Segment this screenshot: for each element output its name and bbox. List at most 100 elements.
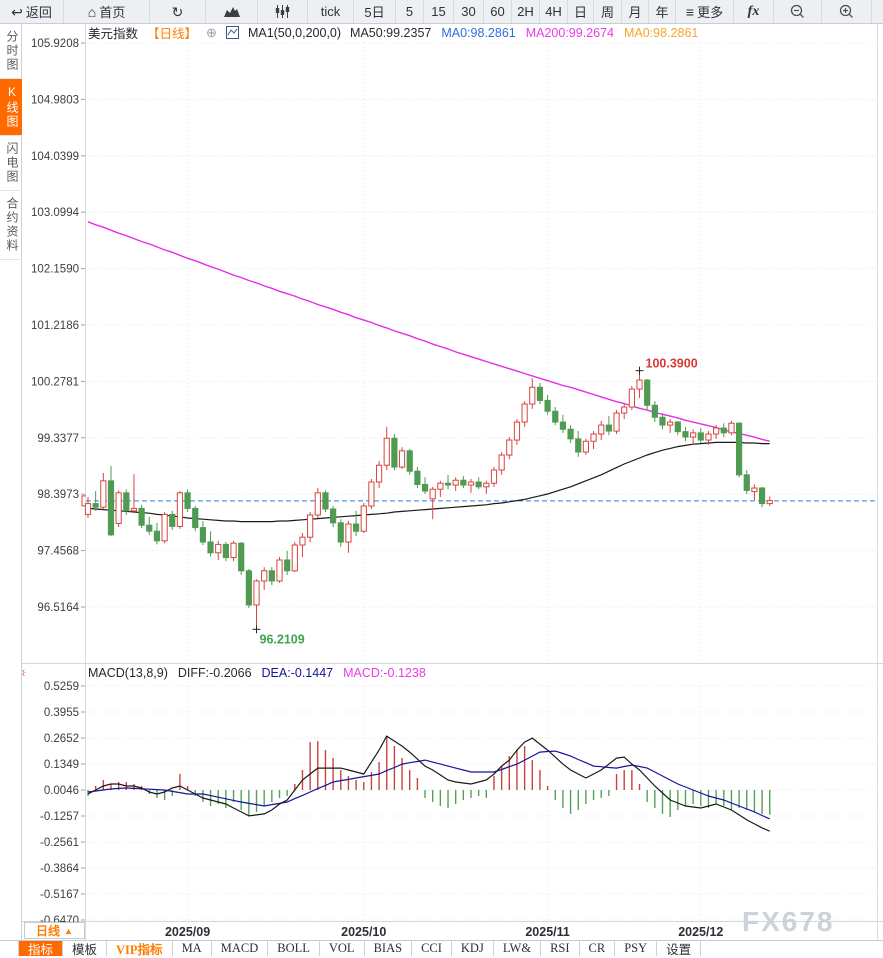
indicator-tab-vip-indicators[interactable]: VIP指标 bbox=[107, 941, 173, 957]
diff-value: DIFF:-0.2066 bbox=[177, 666, 252, 680]
candle-chart-icon bbox=[275, 5, 289, 18]
toolbar-item-h4[interactable]: 4H bbox=[540, 0, 568, 23]
indicator-tab-kdj[interactable]: KDJ bbox=[452, 941, 494, 956]
toolbar-item-label: 更多 bbox=[697, 5, 724, 20]
svg-text:102.1590: 102.1590 bbox=[31, 264, 79, 276]
gridlines bbox=[22, 24, 883, 940]
indicator-tab-cci[interactable]: CCI bbox=[412, 941, 452, 956]
indicator-tab-lw[interactable]: LW& bbox=[494, 941, 542, 956]
toolbar-item-refresh[interactable]: ↻ bbox=[150, 0, 206, 23]
ma-settings-label: MA1(50,0,200,0) bbox=[247, 25, 342, 40]
svg-text:96.2109: 96.2109 bbox=[260, 632, 305, 646]
main-chart-header: 美元指数 【日线】 ⊕ MA1(50,0,200,0) MA50:99.2357… bbox=[88, 24, 698, 42]
indicator-tab-ma[interactable]: MA bbox=[173, 941, 212, 956]
toolbar-item-back[interactable]: ↩ 返回 bbox=[0, 0, 64, 23]
toolbar-item-year[interactable]: 年 bbox=[649, 0, 676, 23]
toolbar-item-m15[interactable]: 15 bbox=[424, 0, 454, 23]
sidebar-tab-kline-chart[interactable]: K线图 bbox=[0, 79, 22, 136]
toolbar-item-h2[interactable]: 2H bbox=[512, 0, 540, 23]
candle-style-icon bbox=[225, 26, 239, 39]
back-icon: ↩ bbox=[11, 3, 23, 20]
svg-text:100.3900: 100.3900 bbox=[646, 357, 698, 371]
toolbar-item-label: 周 bbox=[600, 5, 614, 20]
svg-text:2025/12: 2025/12 bbox=[678, 925, 723, 939]
toolbar-item-zoom-in[interactable] bbox=[822, 0, 872, 23]
ma0-orange-value: MA0:98.2861 bbox=[623, 25, 699, 40]
toolbar-item-5d[interactable]: 5日 bbox=[354, 0, 396, 23]
toolbar-item-label: 日 bbox=[573, 5, 587, 20]
indicator-tab-bias[interactable]: BIAS bbox=[365, 941, 413, 956]
toolbar-item-home[interactable]: ⌂ 首页 bbox=[64, 0, 150, 23]
toolbar-item-area-chart[interactable] bbox=[206, 0, 258, 23]
period-selector[interactable]: 日线 ▲ bbox=[24, 922, 85, 939]
indicator-tab-cr[interactable]: CR bbox=[580, 941, 616, 956]
svg-text:98.3973: 98.3973 bbox=[37, 489, 79, 501]
toolbar-item-more[interactable]: ≡ 更多 bbox=[676, 0, 734, 23]
diff-line bbox=[87, 735, 770, 832]
toolbar-item-label: 4H bbox=[545, 4, 562, 19]
indicator-tab-psy[interactable]: PSY bbox=[615, 941, 658, 956]
toolbar-item-label: 首页 bbox=[99, 5, 126, 20]
svg-text:100.2781: 100.2781 bbox=[31, 376, 79, 388]
symbol-name: 美元指数 bbox=[88, 27, 139, 41]
toolbar-item-m5[interactable]: 5 bbox=[396, 0, 424, 23]
toolbar-item-label: fx bbox=[747, 3, 760, 19]
ma50-value: MA50:99.2357 bbox=[350, 25, 432, 40]
indicator-tab-indicators[interactable]: 指标 bbox=[18, 941, 64, 957]
indicator-tab-rsi[interactable]: RSI bbox=[541, 941, 580, 956]
indicator-tab-boll[interactable]: BOLL bbox=[268, 941, 320, 956]
sidebar-tab-time-chart[interactable]: 分时图 bbox=[0, 24, 22, 79]
fx678-watermark: FX678 bbox=[742, 906, 835, 937]
indicator-tab-macd[interactable]: MACD bbox=[212, 941, 269, 956]
toolbar-item-fx[interactable]: fx bbox=[734, 0, 774, 23]
toolbar-item-label: 5日 bbox=[364, 5, 385, 20]
svg-text:0.0046: 0.0046 bbox=[44, 785, 79, 797]
indicator-tab-templates[interactable]: 模板 bbox=[63, 941, 108, 957]
macd-series bbox=[87, 736, 771, 817]
add-indicator-icon[interactable]: ⊕ bbox=[206, 24, 217, 40]
refresh-icon: ↻ bbox=[171, 3, 184, 20]
ma200-line bbox=[87, 221, 770, 442]
menu-icon: ≡ bbox=[685, 3, 695, 20]
indicator-tab-vol[interactable]: VOL bbox=[320, 941, 365, 956]
indicator-tab-settings[interactable]: 设置 bbox=[657, 941, 702, 957]
chart-type-sidebar: 分时图 K线图 闪电图 合约资料 bbox=[0, 24, 22, 956]
svg-text:-0.2561: -0.2561 bbox=[40, 837, 79, 849]
candlestick-series bbox=[84, 374, 773, 626]
toolbar-item-label: 15 bbox=[431, 4, 446, 19]
svg-text:2025/11: 2025/11 bbox=[525, 925, 570, 939]
period-tag: 【日线】 bbox=[147, 27, 198, 41]
toolbar-item-label: 60 bbox=[490, 4, 505, 19]
svg-text:-0.5167: -0.5167 bbox=[40, 889, 79, 901]
svg-text:97.4568: 97.4568 bbox=[37, 546, 79, 558]
toolbar-item-label: 5 bbox=[405, 4, 414, 19]
svg-text:105.9208: 105.9208 bbox=[31, 38, 79, 50]
sidebar-tab-contract-info[interactable]: 合约资料 bbox=[0, 191, 22, 260]
toolbar-item-m60[interactable]: 60 bbox=[484, 0, 512, 23]
axis-labels: 105.9208 104.9803 104.0399 103.0994 102.1590… bbox=[31, 38, 723, 939]
toolbar-item-month[interactable]: 月 bbox=[622, 0, 649, 23]
svg-text:104.9803: 104.9803 bbox=[31, 94, 79, 106]
toolbar-item-label: 2H bbox=[517, 4, 534, 19]
svg-text:2025/10: 2025/10 bbox=[341, 925, 386, 939]
dea-value: DEA:-0.1447 bbox=[261, 666, 334, 680]
svg-text:2025/09: 2025/09 bbox=[165, 925, 210, 939]
toolbar-item-zoom-out[interactable] bbox=[774, 0, 822, 23]
svg-text:-0.1257: -0.1257 bbox=[40, 811, 79, 823]
toolbar-item-tick[interactable]: tick bbox=[308, 0, 354, 23]
sidebar-tab-lightning-chart[interactable]: 闪电图 bbox=[0, 136, 22, 191]
toolbar-item-candle-chart[interactable] bbox=[258, 0, 308, 23]
svg-text:103.0994: 103.0994 bbox=[31, 207, 80, 219]
ma0-blue-value: MA0:98.2861 bbox=[441, 25, 516, 40]
annotations: 100.3900 96.2109 bbox=[252, 357, 698, 646]
ma200-value: MA200:99.2674 bbox=[525, 25, 614, 40]
chevron-up-icon: ▲ bbox=[64, 925, 73, 936]
ma-values: MA50:99.2357 MA0:98.2861 MA200:99.2674 MA0:… bbox=[350, 26, 698, 40]
toolbar-item-label: 年 bbox=[655, 5, 669, 20]
toolbar-item-m30[interactable]: 30 bbox=[454, 0, 484, 23]
svg-text:101.2186: 101.2186 bbox=[31, 320, 79, 332]
toolbar-item-label: 月 bbox=[628, 5, 642, 20]
toolbar-item-week[interactable]: 周 bbox=[594, 0, 622, 23]
toolbar-item-day[interactable]: 日 bbox=[568, 0, 594, 23]
